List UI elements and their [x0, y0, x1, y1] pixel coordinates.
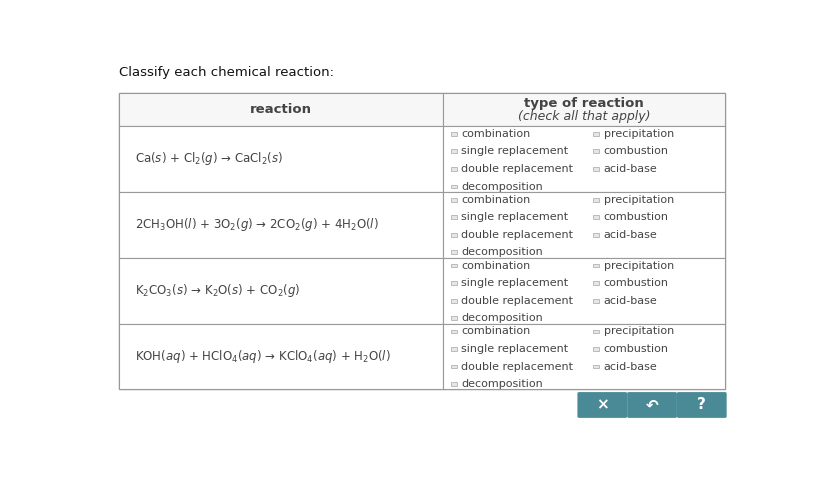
Text: Ca($s$) + Cl$_2$($g$) → CaCl$_2$($s$): Ca($s$) + Cl$_2$($g$) → CaCl$_2$($s$)	[135, 150, 283, 167]
Bar	[443, 258, 725, 323]
FancyBboxPatch shape	[578, 392, 627, 418]
Bar	[451, 299, 457, 303]
Bar	[119, 323, 443, 389]
Text: acid-base: acid-base	[603, 230, 658, 240]
Text: double replacement: double replacement	[462, 361, 574, 372]
Bar	[119, 258, 443, 323]
Bar	[119, 93, 443, 126]
Text: combination: combination	[462, 261, 531, 271]
Text: type of reaction: type of reaction	[524, 97, 644, 110]
Text: KOH($aq$) + HClO$_4$($aq$) → KClO$_4$($aq$) + H$_2$O($l$): KOH($aq$) + HClO$_4$($aq$) → KClO$_4$($a…	[135, 348, 391, 365]
Bar	[593, 149, 599, 153]
Text: precipitation: precipitation	[603, 326, 674, 336]
Text: K$_2$CO$_3$($s$) → K$_2$O($s$) + CO$_2$($g$): K$_2$CO$_3$($s$) → K$_2$O($s$) + CO$_2$(…	[135, 282, 300, 299]
Text: combustion: combustion	[603, 278, 668, 288]
Bar	[593, 215, 599, 219]
Text: decomposition: decomposition	[462, 379, 543, 389]
Bar	[451, 317, 457, 320]
Bar	[451, 281, 457, 285]
Bar	[443, 323, 725, 389]
Bar	[443, 93, 725, 126]
Text: acid-base: acid-base	[603, 296, 658, 306]
FancyBboxPatch shape	[677, 392, 727, 418]
Text: single replacement: single replacement	[462, 212, 569, 222]
Bar	[119, 192, 443, 258]
Text: Classify each chemical reaction:: Classify each chemical reaction:	[119, 66, 334, 79]
Bar	[451, 215, 457, 219]
Text: combustion: combustion	[603, 212, 668, 222]
Bar	[593, 299, 599, 303]
Text: decomposition: decomposition	[462, 247, 543, 257]
Text: single replacement: single replacement	[462, 344, 569, 354]
FancyBboxPatch shape	[627, 392, 677, 418]
Text: combination: combination	[462, 326, 531, 336]
Text: combustion: combustion	[603, 146, 668, 156]
Bar	[119, 126, 443, 192]
Text: decomposition: decomposition	[462, 181, 543, 191]
Bar	[443, 192, 725, 258]
Text: combustion: combustion	[603, 344, 668, 354]
Bar	[593, 329, 599, 333]
Text: precipitation: precipitation	[603, 195, 674, 205]
Text: double replacement: double replacement	[462, 296, 574, 306]
Bar	[593, 365, 599, 368]
Bar	[593, 167, 599, 171]
Bar	[593, 281, 599, 285]
Bar	[451, 382, 457, 386]
Bar	[451, 167, 457, 171]
Text: double replacement: double replacement	[462, 164, 574, 174]
Text: precipitation: precipitation	[603, 129, 674, 139]
Bar	[593, 347, 599, 351]
Bar	[593, 132, 599, 136]
Bar	[451, 347, 457, 351]
Text: double replacement: double replacement	[462, 230, 574, 240]
Bar	[451, 149, 457, 153]
Bar	[451, 233, 457, 237]
Bar	[119, 93, 725, 389]
Bar	[451, 198, 457, 202]
Text: single replacement: single replacement	[462, 146, 569, 156]
Bar	[593, 198, 599, 202]
Text: reaction: reaction	[250, 103, 312, 116]
Bar	[451, 365, 457, 368]
Text: acid-base: acid-base	[603, 164, 658, 174]
Text: decomposition: decomposition	[462, 313, 543, 323]
Bar	[451, 264, 457, 268]
Text: acid-base: acid-base	[603, 361, 658, 372]
Text: precipitation: precipitation	[603, 261, 674, 271]
Bar	[451, 132, 457, 136]
Bar	[451, 184, 457, 188]
Text: ×: ×	[596, 397, 609, 413]
Bar	[451, 250, 457, 254]
Text: combination: combination	[462, 195, 531, 205]
Bar	[443, 126, 725, 192]
Bar	[451, 329, 457, 333]
Text: single replacement: single replacement	[462, 278, 569, 288]
Text: combination: combination	[462, 129, 531, 139]
Bar	[593, 264, 599, 268]
Text: ?: ?	[697, 397, 706, 413]
Text: (check all that apply): (check all that apply)	[518, 110, 650, 123]
Text: 2CH$_3$OH($l$) + 3O$_2$($g$) → 2CO$_2$($g$) + 4H$_2$O($l$): 2CH$_3$OH($l$) + 3O$_2$($g$) → 2CO$_2$($…	[135, 216, 379, 233]
Text: ↶: ↶	[646, 397, 658, 413]
Bar	[593, 233, 599, 237]
